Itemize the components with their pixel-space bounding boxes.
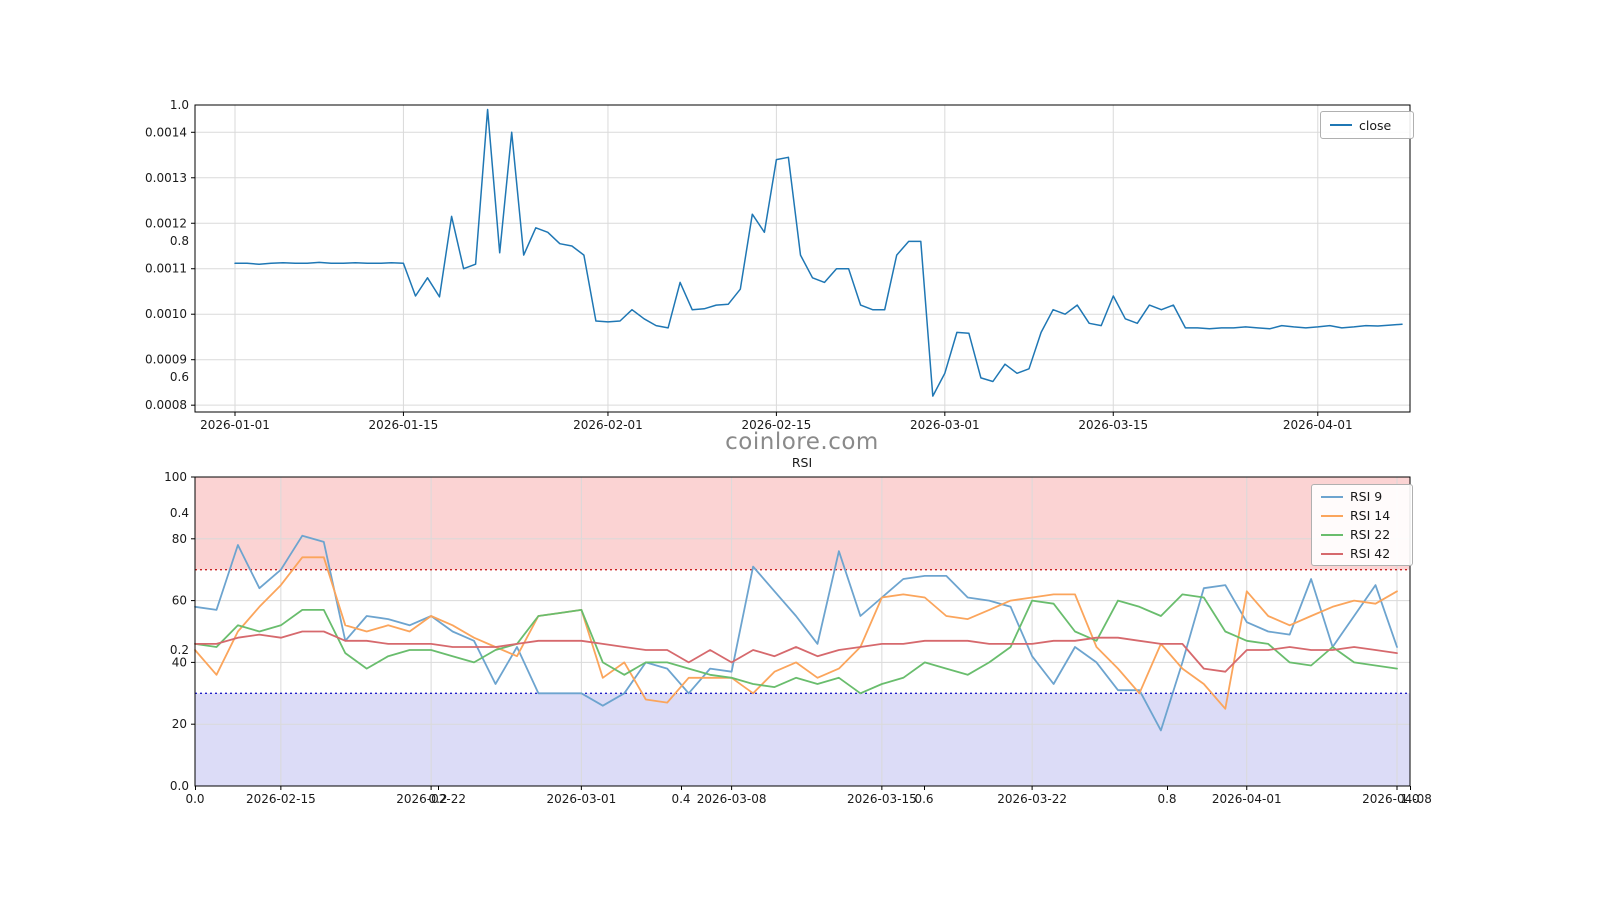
svg-text:100: 100 xyxy=(164,470,187,484)
overlay-y-tick-label: 0.2 xyxy=(169,643,189,657)
overlay-x-tick-mark xyxy=(681,786,682,790)
legend-label: RSI 42 xyxy=(1350,546,1391,561)
svg-text:0.0012: 0.0012 xyxy=(145,216,187,230)
overlay-x-tick-mark xyxy=(438,786,439,790)
overlay-x-tick-mark xyxy=(1167,786,1168,790)
svg-text:0.0009: 0.0009 xyxy=(145,353,187,367)
overlay-x-tick-mark xyxy=(924,786,925,790)
svg-text:2026-04-01: 2026-04-01 xyxy=(1283,418,1353,432)
svg-text:2026-02-15: 2026-02-15 xyxy=(246,792,316,806)
overlay-x-tick-label: 0.6 xyxy=(914,792,934,806)
rsi-chart-canvas: 2026-02-15 2026-02-22 2026-03-01 2026-03-08… xyxy=(164,470,1432,806)
svg-text:2026-03-15: 2026-03-15 xyxy=(847,792,917,806)
overlay-y-tick-label: 1.0 xyxy=(169,98,189,112)
legend-item-rsi14: RSI 14 xyxy=(1321,508,1403,523)
svg-text:2026-02-15: 2026-02-15 xyxy=(742,418,812,432)
legend-label: RSI 22 xyxy=(1350,527,1391,542)
overlay-x-tick-mark xyxy=(1410,786,1411,790)
legend-label: RSI 9 xyxy=(1350,489,1383,504)
svg-text:2026-03-15: 2026-03-15 xyxy=(1078,418,1148,432)
overlay-y-tick-label: 0.0 xyxy=(169,779,189,793)
legend-item-rsi22: RSI 22 xyxy=(1321,527,1403,542)
svg-text:2026-01-01: 2026-01-01 xyxy=(200,418,270,432)
price-chart: 2026-01-01 2026-01-15 2026-02-01 2026-02-15… xyxy=(145,104,1411,432)
svg-text:2026-04-08: 2026-04-08 xyxy=(1362,792,1432,806)
overlay-x-tick-label: 0.0 xyxy=(185,792,205,806)
price-legend: close xyxy=(1320,111,1414,139)
legend-item-rsi9: RSI 9 xyxy=(1321,489,1403,504)
rsi42-line-swatch xyxy=(1321,552,1343,555)
overlay-x-tick-label: 0.2 xyxy=(428,792,448,806)
overlay-y-tick-label: 0.4 xyxy=(169,506,189,520)
svg-text:0.0013: 0.0013 xyxy=(145,171,187,185)
overlay-y-tick-label: 0.8 xyxy=(169,234,189,248)
svg-text:2026-01-15: 2026-01-15 xyxy=(369,418,439,432)
svg-text:40: 40 xyxy=(172,655,187,669)
svg-text:2026-03-01: 2026-03-01 xyxy=(546,792,616,806)
overlay-x-tick-mark xyxy=(195,786,196,790)
svg-text:2026-02-01: 2026-02-01 xyxy=(573,418,643,432)
overlay-y-tick-label: 0.6 xyxy=(169,370,189,384)
rsi22-line-swatch xyxy=(1321,533,1343,536)
legend-label: RSI 14 xyxy=(1350,508,1391,523)
legend-label: close xyxy=(1359,117,1392,133)
watermark: coinlore.com xyxy=(725,429,879,455)
svg-text:2026-03-22: 2026-03-22 xyxy=(997,792,1067,806)
price-chart-canvas: 2026-01-01 2026-01-15 2026-02-01 2026-02-15… xyxy=(145,104,1411,432)
svg-text:60: 60 xyxy=(172,594,187,608)
svg-text:80: 80 xyxy=(172,532,187,546)
svg-text:2026-02-22: 2026-02-22 xyxy=(396,792,466,806)
close-line-swatch xyxy=(1330,124,1352,126)
overlay-x-tick-label: 0.4 xyxy=(671,792,691,806)
svg-text:2026-03-08: 2026-03-08 xyxy=(697,792,767,806)
rsi-chart: 2026-02-15 2026-02-22 2026-03-01 2026-03-08… xyxy=(164,470,1432,806)
svg-text:0.0014: 0.0014 xyxy=(145,125,187,139)
svg-text:2026-04-01: 2026-04-01 xyxy=(1212,792,1282,806)
overlay-x-tick-label: 0.8 xyxy=(1157,792,1177,806)
svg-text:0.0010: 0.0010 xyxy=(145,307,187,321)
rsi9-line-swatch xyxy=(1321,495,1343,498)
rsi-axes-title: RSI xyxy=(791,455,813,470)
svg-text:0.0011: 0.0011 xyxy=(145,262,187,276)
svg-text:2026-03-01: 2026-03-01 xyxy=(910,418,980,432)
legend-item-close: close xyxy=(1330,118,1404,133)
svg-text:0.0008: 0.0008 xyxy=(145,398,187,412)
rsi14-line-swatch xyxy=(1321,514,1343,517)
legend-item-rsi42: RSI 42 xyxy=(1321,546,1403,561)
rsi-legend: RSI 9 RSI 14 RSI 22 RSI 42 xyxy=(1311,484,1413,566)
svg-text:20: 20 xyxy=(172,717,187,731)
overlay-x-tick-label: 1.0 xyxy=(1400,792,1420,806)
